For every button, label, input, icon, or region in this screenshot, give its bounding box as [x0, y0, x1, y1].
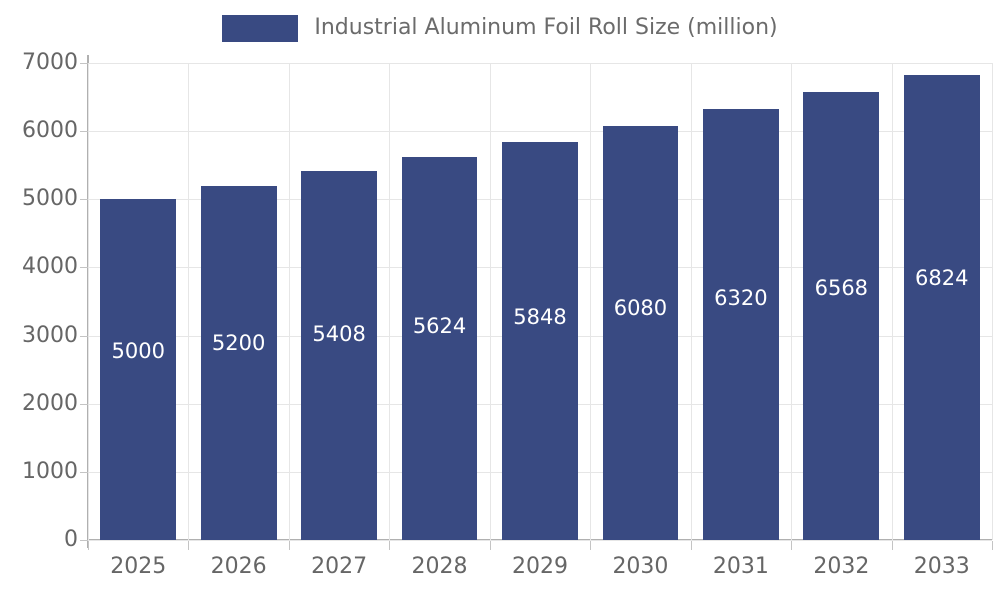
gridline-vertical: [389, 63, 391, 540]
y-axis-tick-label: 4000: [22, 254, 78, 280]
legend-label-series-1: Industrial Aluminum Foil Roll Size (mill…: [314, 15, 778, 40]
x-axis-tick: [489, 541, 491, 550]
gridline-vertical: [590, 63, 592, 540]
y-axis-tick: [80, 131, 88, 133]
bar[interactable]: [401, 156, 478, 540]
bar[interactable]: [502, 141, 578, 540]
x-axis-tick-label: 2026: [210, 554, 267, 579]
y-axis-tick-label: 7000: [22, 50, 78, 75]
bar-value-label: 5000: [111, 338, 165, 363]
y-axis-tick: [80, 335, 88, 337]
x-axis-tick: [288, 541, 290, 550]
x-axis-tick-label: 2028: [411, 554, 468, 579]
bar-value-label: 5624: [412, 313, 467, 338]
bar-value-label: 5200: [211, 330, 266, 355]
x-axis-tick-label: 2032: [813, 554, 870, 579]
gridline-horizontal: [88, 540, 992, 541]
bar[interactable]: [702, 109, 779, 540]
x-axis-tick: [188, 541, 190, 550]
bar-value-label: 6320: [714, 286, 768, 311]
bar[interactable]: [903, 75, 980, 540]
chart-legend: Industrial Aluminum Foil Roll Size (mill…: [0, 8, 1000, 48]
y-axis-tick: [80, 540, 88, 541]
bar[interactable]: [602, 125, 679, 540]
gridline-vertical: [791, 63, 793, 540]
bar[interactable]: [301, 171, 378, 540]
bar-value-label: 6080: [613, 295, 668, 320]
y-axis-tick-label: 1000: [22, 458, 78, 484]
legend-swatch-series-1: [222, 14, 299, 42]
gridline-vertical: [992, 63, 993, 540]
x-axis-tick-label: 2033: [913, 554, 970, 579]
y-axis-tick-label: 0: [64, 527, 78, 552]
y-axis-tick: [80, 63, 88, 64]
gridline-vertical: [288, 63, 290, 540]
y-axis-tick-label: 3000: [22, 322, 78, 348]
x-axis-tick: [389, 541, 391, 550]
gridline-vertical: [690, 63, 692, 540]
x-axis-tick: [891, 541, 893, 550]
bar-value-label: 6568: [814, 276, 869, 301]
x-axis-tick: [88, 541, 89, 550]
x-axis-tick: [791, 541, 793, 550]
y-axis-tick: [80, 471, 88, 473]
y-axis-tick: [80, 403, 88, 405]
x-axis-tick-label: 2031: [712, 554, 769, 579]
bar-value-label: 5848: [513, 304, 567, 329]
plot-area: [88, 63, 993, 541]
gridline-vertical: [489, 63, 491, 540]
x-axis-tick-label: 2030: [612, 554, 669, 579]
bar[interactable]: [100, 199, 177, 540]
bar-value-label: 6824: [915, 265, 969, 290]
gridline-vertical: [88, 63, 89, 540]
y-axis-tick-label: 6000: [22, 118, 78, 144]
bar[interactable]: [803, 92, 880, 540]
gridline-horizontal: [88, 131, 992, 133]
x-axis-tick-label: 2025: [110, 554, 167, 579]
x-axis-tick: [590, 541, 592, 550]
gridline-vertical: [188, 63, 190, 540]
bar[interactable]: [200, 185, 277, 540]
bar-value-label: 5408: [312, 322, 366, 347]
y-axis-tick-label: 2000: [22, 390, 78, 416]
gridline-horizontal: [88, 63, 992, 64]
y-axis-tick-label: 5000: [22, 186, 78, 212]
x-axis-tick-label: 2029: [511, 554, 568, 579]
y-axis-tick: [80, 267, 88, 269]
y-axis-tick: [80, 199, 88, 201]
x-axis-tick: [690, 541, 692, 550]
gridline-vertical: [891, 63, 893, 540]
x-axis-tick: [992, 541, 993, 550]
x-axis-tick-label: 2027: [311, 554, 368, 579]
